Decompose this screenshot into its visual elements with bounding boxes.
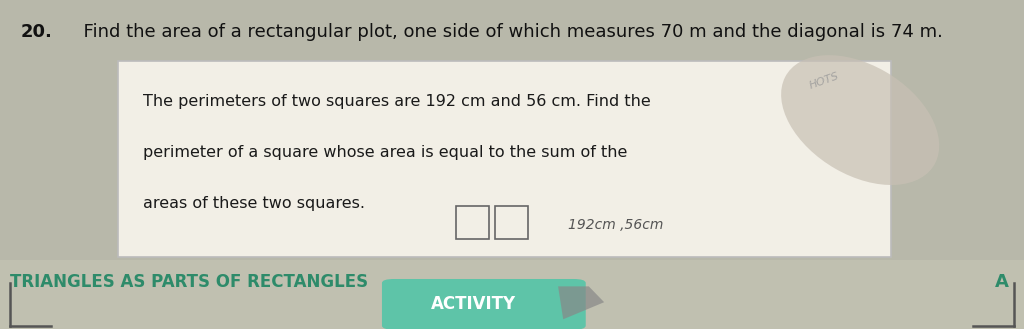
Ellipse shape [781,55,939,185]
Text: A: A [994,273,1009,291]
FancyBboxPatch shape [382,279,586,329]
Text: Find the area of a rectangular plot, one side of which measures 70 m and the dia: Find the area of a rectangular plot, one… [72,23,942,41]
Text: HOTS: HOTS [808,71,841,91]
Text: 192cm ,56cm: 192cm ,56cm [568,218,664,232]
Text: perimeter of a square whose area is equal to the sum of the: perimeter of a square whose area is equa… [143,145,628,160]
Bar [0,260,1024,329]
Text: The perimeters of two squares are 192 cm and 56 cm. Find the: The perimeters of two squares are 192 cm… [143,94,651,109]
Text: ACTIVITY: ACTIVITY [430,295,516,313]
Bar [456,206,489,239]
Text: 20.: 20. [20,23,52,41]
Bar [495,206,528,239]
Polygon shape [558,286,604,319]
Text: areas of these two squares.: areas of these two squares. [143,196,366,211]
FancyBboxPatch shape [118,61,891,257]
Text: TRIANGLES AS PARTS OF RECTANGLES: TRIANGLES AS PARTS OF RECTANGLES [10,273,369,291]
